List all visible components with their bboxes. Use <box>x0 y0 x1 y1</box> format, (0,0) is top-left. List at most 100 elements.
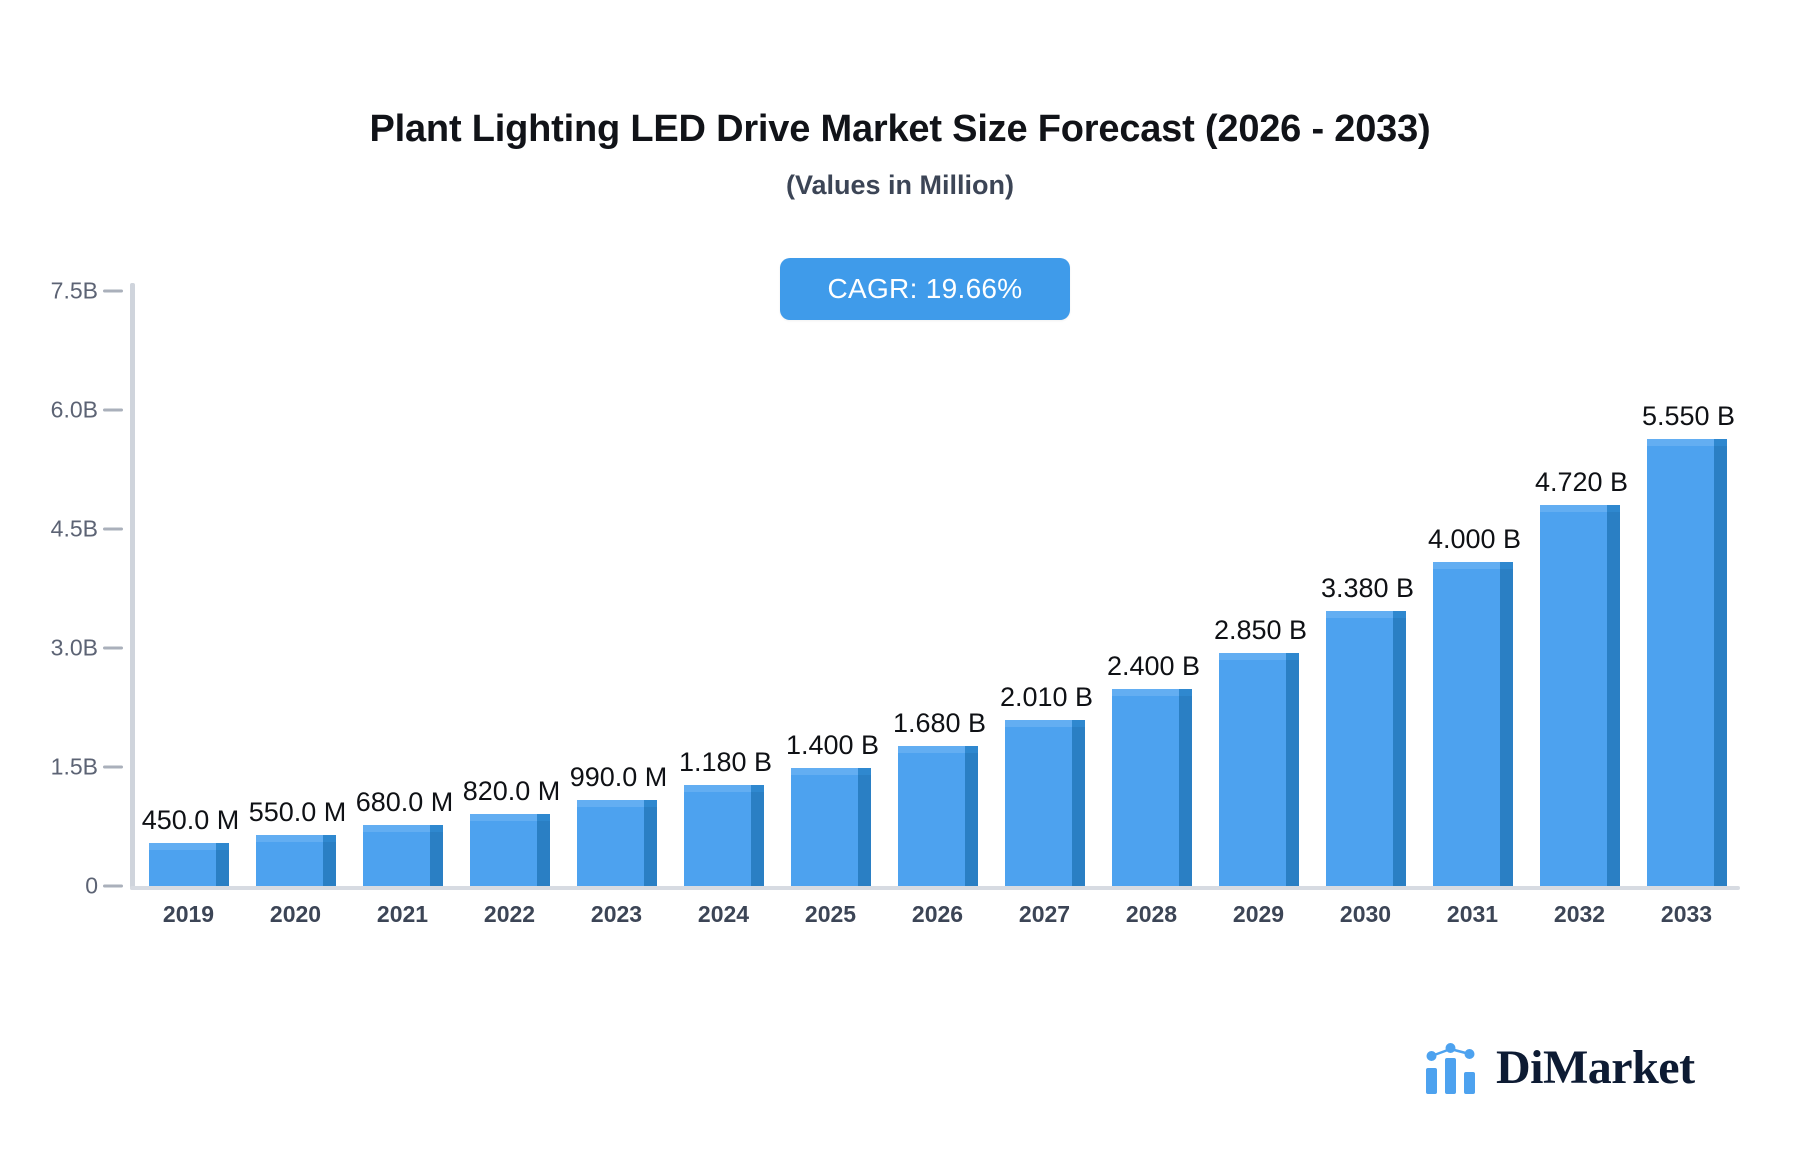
bar-2024[interactable] <box>683 785 764 886</box>
bar-value-label: 820.0 M <box>462 775 561 806</box>
bar-top-side-face <box>643 800 657 808</box>
bar-value-label: 1.180 B <box>678 747 773 778</box>
bar-side-face <box>1178 695 1192 886</box>
bar-2025[interactable] <box>790 767 871 886</box>
bar-value-label: 450.0 M <box>141 805 240 836</box>
bar-top-side-face <box>1178 688 1192 696</box>
x-axis-tick-label-2031: 2031 <box>1446 901 1499 927</box>
x-axis-tick-label-2022: 2022 <box>483 901 536 927</box>
y-axis-tick-label: 3.0B <box>50 634 98 661</box>
bar-2032[interactable] <box>1539 504 1620 886</box>
bar-top-face <box>576 800 644 808</box>
bar-side-face <box>215 850 229 886</box>
x-axis-tick-label-2019: 2019 <box>162 901 215 927</box>
bar-side-face <box>322 842 336 886</box>
bar-top-face <box>1432 561 1500 569</box>
bar-2023[interactable] <box>576 800 657 886</box>
bar-top-face <box>1004 719 1072 727</box>
x-axis-tick-label-2023: 2023 <box>590 901 643 927</box>
x-axis-tick-label-2028: 2028 <box>1125 901 1178 927</box>
bar-top-side-face <box>1071 719 1085 727</box>
bar-top-face <box>469 813 537 821</box>
bar-top-face <box>362 825 430 833</box>
x-axis-tick-label-2032: 2032 <box>1553 901 1606 927</box>
bar-side-face <box>1499 568 1513 886</box>
bar-side-face <box>1606 511 1620 886</box>
bar-2022[interactable] <box>469 813 550 886</box>
bar-side-face <box>536 820 550 886</box>
bar-top-side-face <box>322 835 336 843</box>
bar-top-face <box>255 835 323 843</box>
bar-top-face <box>1218 652 1286 660</box>
bar-top-side-face <box>1285 652 1299 660</box>
y-axis-tick-mark <box>103 765 123 769</box>
bar-value-label: 1.400 B <box>785 729 880 760</box>
bar-2031[interactable] <box>1432 561 1513 886</box>
x-axis-tick-label-2025: 2025 <box>804 901 857 927</box>
bar-value-label: 3.380 B <box>1320 572 1415 603</box>
bar-top-face <box>148 843 216 851</box>
y-axis-tick-mark <box>103 408 123 412</box>
x-axis-tick-label-2030: 2030 <box>1339 901 1392 927</box>
y-axis-tick-mark <box>103 646 123 650</box>
x-axis-tick-label-2027: 2027 <box>1018 901 1071 927</box>
y-axis-tick-label: 6.0B <box>50 396 98 423</box>
bar-top-side-face <box>1606 504 1620 512</box>
x-axis-tick-label-2024: 2024 <box>697 901 750 927</box>
bar-2030[interactable] <box>1325 610 1406 886</box>
bar-2021[interactable] <box>362 825 443 886</box>
bar-value-label: 5.550 B <box>1641 400 1736 431</box>
bar-value-label: 680.0 M <box>355 787 454 818</box>
bar-side-face <box>750 792 764 886</box>
bar-2028[interactable] <box>1111 688 1192 886</box>
x-axis-tick-label-2020: 2020 <box>269 901 322 927</box>
bar-top-side-face <box>215 843 229 851</box>
y-axis-line <box>130 283 135 890</box>
bar-value-label: 2.010 B <box>999 681 1094 712</box>
bar-top-face <box>790 767 858 775</box>
y-axis-tick-label: 1.5B <box>50 753 98 780</box>
bar-2020[interactable] <box>255 835 336 886</box>
y-axis-tick-mark <box>103 884 123 888</box>
brand-name: DiMarket <box>1496 1041 1695 1094</box>
bar-side-face <box>643 807 657 886</box>
x-axis-line <box>130 886 1740 890</box>
bar-value-label: 1.680 B <box>892 707 987 738</box>
x-axis-tick-label-2033: 2033 <box>1660 901 1713 927</box>
bar-2019[interactable] <box>148 843 229 886</box>
bar-side-face <box>964 752 978 886</box>
cagr-badge: CAGR: 19.66% <box>780 258 1070 320</box>
bar-value-label: 2.400 B <box>1106 650 1201 681</box>
brand-logo: DiMarket <box>1424 1042 1695 1094</box>
bar-side-face <box>1071 726 1085 886</box>
chart-title: Plant Lighting LED Drive Market Size For… <box>369 108 1431 150</box>
bar-value-label: 2.850 B <box>1213 614 1308 645</box>
bar-side-face <box>429 832 443 886</box>
bar-top-face <box>1539 504 1607 512</box>
bar-2033[interactable] <box>1646 438 1727 886</box>
bar-top-side-face <box>536 813 550 821</box>
bar-top-face <box>1111 688 1179 696</box>
y-axis-tick-mark <box>103 289 123 293</box>
bar-2026[interactable] <box>897 745 978 886</box>
bar-value-label: 4.720 B <box>1534 466 1629 497</box>
bar-side-face <box>1392 617 1406 886</box>
bar-top-side-face <box>1713 438 1727 446</box>
bar-top-face <box>683 785 751 793</box>
bar-top-side-face <box>750 785 764 793</box>
bar-2027[interactable] <box>1004 719 1085 886</box>
bar-2029[interactable] <box>1218 652 1299 886</box>
y-axis-tick-label: 4.5B <box>50 515 98 542</box>
y-axis-tick-label: 7.5B <box>50 277 98 304</box>
x-axis-tick-label-2021: 2021 <box>376 901 429 927</box>
bar-chart-icon <box>1424 1042 1482 1094</box>
bar-side-face <box>1285 659 1299 886</box>
bar-top-side-face <box>857 767 871 775</box>
bar-top-side-face <box>964 745 978 753</box>
bar-top-face <box>1646 438 1714 446</box>
chart-subtitle: (Values in Million) <box>785 170 1015 200</box>
x-axis-tick-label-2029: 2029 <box>1232 901 1285 927</box>
x-axis-tick-label-2026: 2026 <box>911 901 964 927</box>
